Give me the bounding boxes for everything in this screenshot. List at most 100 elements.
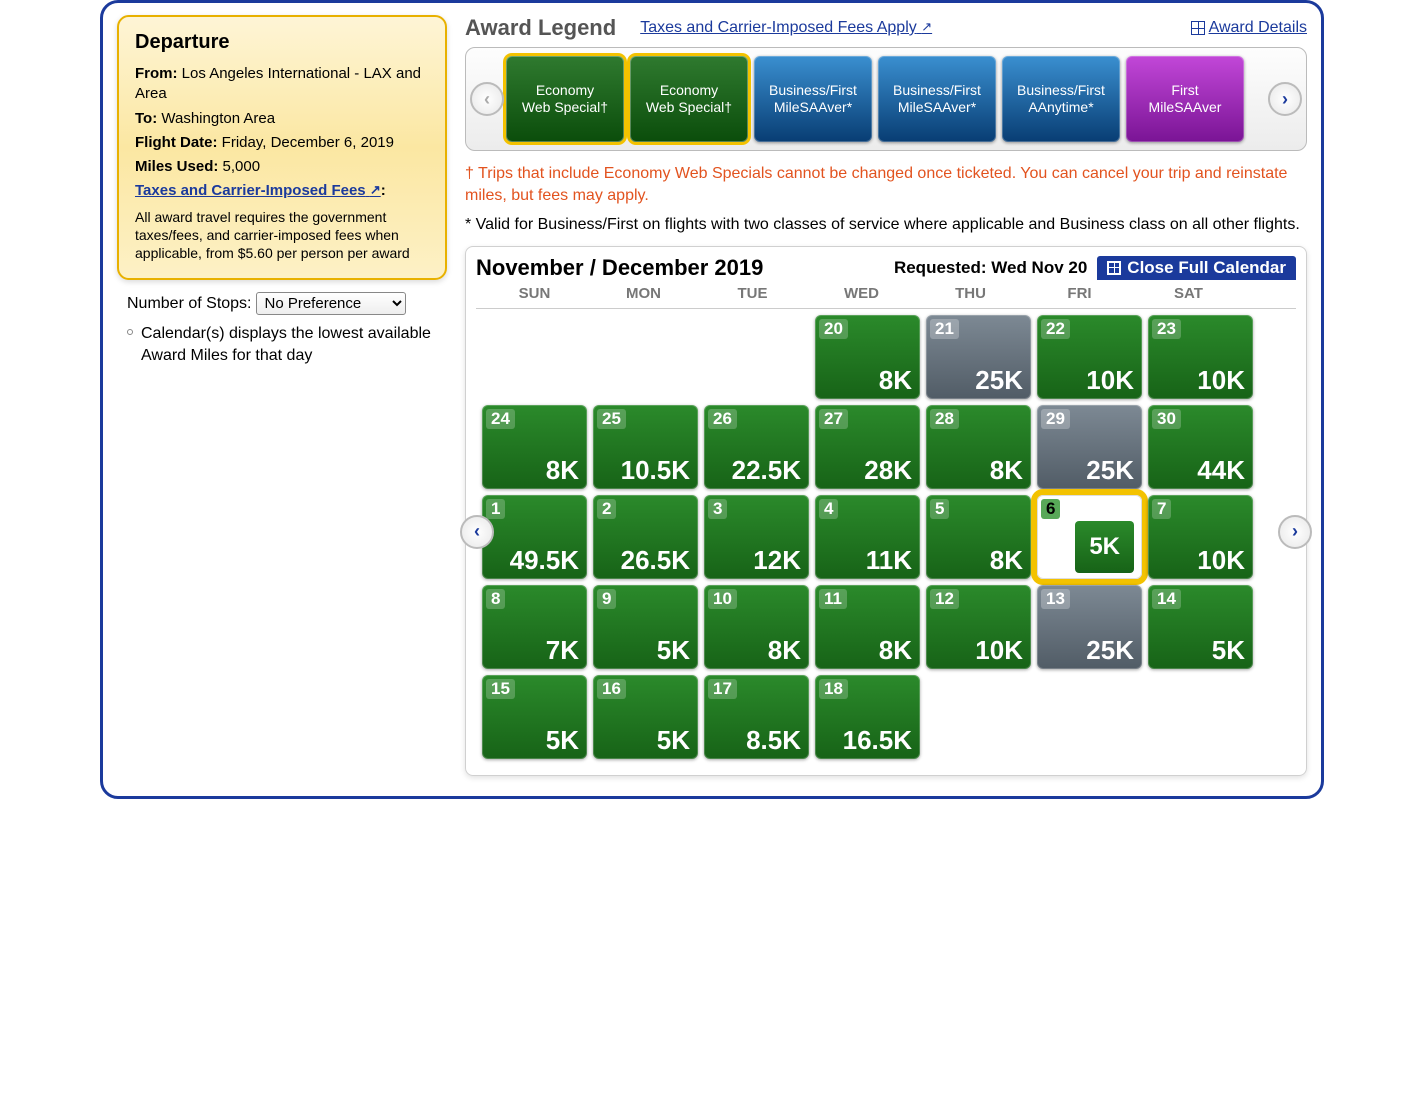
bullet-icon (127, 329, 133, 335)
legend-strip: ‹ EconomyWeb Special†EconomyWeb Special†… (465, 47, 1307, 151)
fees-colon: : (381, 182, 386, 199)
close-calendar-button[interactable]: Close Full Calendar (1097, 256, 1296, 280)
day-miles: 11K (866, 547, 912, 573)
calendar-day[interactable]: 2510.5K (593, 405, 698, 489)
legend-card[interactable]: EconomyWeb Special† (506, 56, 624, 142)
left-column: Departure From: Los Angeles Internationa… (117, 15, 447, 776)
from-row: From: Los Angeles International - LAX an… (135, 64, 429, 105)
award-details-text: Award Details (1209, 19, 1307, 37)
day-miles: 10K (975, 637, 1023, 663)
day-number: 12 (930, 589, 959, 609)
calendar-prev-button[interactable]: ‹ (460, 515, 494, 549)
day-miles: 8K (768, 637, 801, 663)
miles-value: 5,000 (223, 158, 261, 175)
calendar-day[interactable]: 8 7K (482, 585, 587, 669)
calendar-day[interactable]: 710K (1148, 495, 1253, 579)
calendar-day[interactable]: 10 8K (704, 585, 809, 669)
award-details-link[interactable]: Award Details (1191, 19, 1307, 37)
calendar-day[interactable]: 95K (593, 585, 698, 669)
calendar-day[interactable]: 13 25K (1037, 585, 1142, 669)
legend-fees-link[interactable]: Taxes and Carrier-Imposed Fees Apply ↗ (640, 19, 932, 37)
dow-label: THU (918, 285, 1023, 302)
legend-next-button[interactable]: › (1268, 82, 1302, 116)
legend-card[interactable]: Business/FirstAAnytime* (1002, 56, 1120, 142)
legend-card[interactable]: Business/FirstMileSAAver* (878, 56, 996, 142)
day-number: 29 (1041, 409, 1070, 429)
day-number: 10 (708, 589, 737, 609)
page-container: Departure From: Los Angeles Internationa… (100, 0, 1324, 799)
legend-prev-button[interactable]: ‹ (470, 82, 504, 116)
footnote-dagger: † Trips that include Economy Web Special… (465, 163, 1307, 206)
day-miles: 7K (546, 637, 579, 663)
day-miles: 10K (1197, 367, 1245, 393)
day-miles: 44K (1197, 457, 1245, 483)
day-miles: 10.5K (621, 457, 690, 483)
legend-fees-text: Taxes and Carrier-Imposed Fees Apply (640, 19, 917, 36)
calendar-day[interactable]: 21 25K (926, 315, 1031, 399)
calendar-day[interactable]: 155K (482, 675, 587, 759)
calendar-day[interactable]: 411K (815, 495, 920, 579)
legend-card[interactable]: FirstMileSAAver (1126, 56, 1244, 142)
calendar-day[interactable]: 288K (926, 405, 1031, 489)
stops-row: Number of Stops: No Preference (127, 292, 447, 315)
calendar-day[interactable]: 208K (815, 315, 920, 399)
day-miles: 5K (1075, 521, 1134, 573)
calendar-day[interactable]: 16 5K (593, 675, 698, 759)
day-number: 13 (1041, 589, 1070, 609)
calendar-day[interactable]: 226.5K (593, 495, 698, 579)
calendar-day[interactable]: 118K (815, 585, 920, 669)
calendar-day[interactable]: 12 10K (926, 585, 1031, 669)
day-miles: 22.5K (732, 457, 801, 483)
day-number: 28 (930, 409, 959, 429)
dow-label: SUN (482, 285, 587, 302)
legend-title: Award Legend (465, 15, 616, 41)
calendar-divider (476, 308, 1296, 309)
calendar-panel: November / December 2019 Requested: Wed … (465, 246, 1307, 776)
legend-card[interactable]: EconomyWeb Special† (630, 56, 748, 142)
calendar-empty (482, 315, 587, 399)
day-number: 22 (1041, 319, 1070, 339)
calendar-day[interactable]: 2925K (1037, 405, 1142, 489)
calendar-header: November / December 2019 Requested: Wed … (476, 255, 1296, 281)
calendar-day[interactable]: 149.5K (482, 495, 587, 579)
calendar-day[interactable]: 3044K (1148, 405, 1253, 489)
right-column: Award Legend Taxes and Carrier-Imposed F… (465, 15, 1307, 776)
calendar-day[interactable]: 65K (1037, 495, 1142, 579)
calendar-day[interactable]: 2622.5K (704, 405, 809, 489)
to-label: To: (135, 110, 157, 127)
calendar-day[interactable]: 145K (1148, 585, 1253, 669)
calendar-day[interactable]: 2210K (1037, 315, 1142, 399)
day-number: 16 (597, 679, 626, 699)
date-row: Flight Date: Friday, December 6, 2019 (135, 133, 429, 153)
calendar-next-button[interactable]: › (1278, 515, 1312, 549)
day-number: 20 (819, 319, 848, 339)
day-miles: 12K (753, 547, 801, 573)
calendar-day[interactable]: 2310K (1148, 315, 1253, 399)
stops-select[interactable]: No Preference (256, 292, 406, 315)
fees-link[interactable]: Taxes and Carrier-Imposed Fees ↗ (135, 182, 381, 199)
calendar-empty (704, 315, 809, 399)
popout-icon: ↗ (921, 19, 932, 34)
calendar-day[interactable]: 58K (926, 495, 1031, 579)
dow-label: TUE (700, 285, 805, 302)
day-miles: 10K (1197, 547, 1245, 573)
calendar-day[interactable]: 312K (704, 495, 809, 579)
dow-label: SAT (1136, 285, 1241, 302)
day-miles: 25K (975, 367, 1023, 393)
day-miles: 25K (1086, 637, 1134, 663)
calendar-day[interactable]: 2728K (815, 405, 920, 489)
day-number: 21 (930, 319, 959, 339)
day-number: 8 (486, 589, 505, 609)
fees-link-row: Taxes and Carrier-Imposed Fees ↗: (135, 181, 429, 201)
calendar-day[interactable]: 248K (482, 405, 587, 489)
departure-heading: Departure (135, 31, 429, 54)
day-miles: 5K (1212, 637, 1245, 663)
footnote-star: * Valid for Business/First on flights wi… (465, 214, 1307, 236)
calendar-day[interactable]: 1816.5K (815, 675, 920, 759)
legend-header: Award Legend Taxes and Carrier-Imposed F… (465, 15, 1307, 41)
day-miles: 5K (657, 727, 690, 753)
legend-card[interactable]: Business/FirstMileSAAver* (754, 56, 872, 142)
calendar-day[interactable]: 178.5K (704, 675, 809, 759)
stops-label: Number of Stops: (127, 295, 252, 313)
day-miles: 5K (657, 637, 690, 663)
